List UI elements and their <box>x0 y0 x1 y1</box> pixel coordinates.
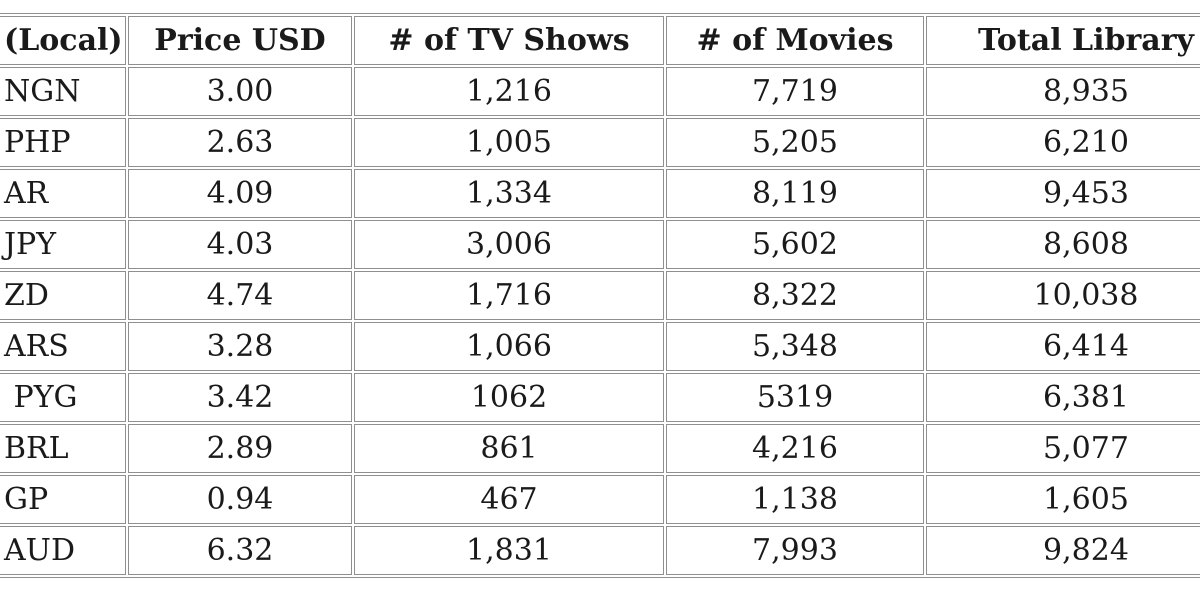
table-cell: 8,119 <box>666 169 924 218</box>
table-cell: 8,608 <box>926 220 1200 269</box>
table-cell: 1,716 <box>354 271 664 320</box>
table-cell: 10,038 <box>926 271 1200 320</box>
table-cell: 4.03 <box>128 220 352 269</box>
table-cell: 467 <box>354 475 664 524</box>
row-label-cell: BRL <box>0 424 126 473</box>
column-header: Total Library <box>926 16 1200 65</box>
table-cell: 1,605 <box>926 475 1200 524</box>
table-row: PHP 2.63 1,005 5,205 6,210 <box>0 118 1200 167</box>
row-label-cell: GP <box>0 475 126 524</box>
table-row: AUD 6.32 1,831 7,993 9,824 <box>0 526 1200 575</box>
table-cell: 5,077 <box>926 424 1200 473</box>
row-label-cell: ZD <box>0 271 126 320</box>
table-row: JPY 4.03 3,006 5,602 8,608 <box>0 220 1200 269</box>
table-row: PYG 3.42 1062 5319 6,381 <box>0 373 1200 422</box>
table-cell: 6,381 <box>926 373 1200 422</box>
table-cell: 6,210 <box>926 118 1200 167</box>
table-cell: 1,005 <box>354 118 664 167</box>
table-cell: 6.32 <box>128 526 352 575</box>
table-cell: 0.94 <box>128 475 352 524</box>
table-cell: 9,824 <box>926 526 1200 575</box>
table-row: ARS 3.28 1,066 5,348 6,414 <box>0 322 1200 371</box>
table-cell: 5319 <box>666 373 924 422</box>
row-label-cell: AR <box>0 169 126 218</box>
table-cell: 861 <box>354 424 664 473</box>
table-row: AR 4.09 1,334 8,119 9,453 <box>0 169 1200 218</box>
column-header: (Local) <box>0 16 126 65</box>
table-cell: 5,348 <box>666 322 924 371</box>
row-label-cell: NGN <box>0 67 126 116</box>
column-header: # of TV Shows <box>354 16 664 65</box>
table-cell: 2.89 <box>128 424 352 473</box>
table-cell: 4,216 <box>666 424 924 473</box>
table-cell: 1,138 <box>666 475 924 524</box>
table-cell: 2.63 <box>128 118 352 167</box>
table-cell: 1,831 <box>354 526 664 575</box>
row-label-cell: PYG <box>0 373 126 422</box>
table-cell: 5,602 <box>666 220 924 269</box>
table-cell: 9,453 <box>926 169 1200 218</box>
table-cell: 8,322 <box>666 271 924 320</box>
row-label-cell: AUD <box>0 526 126 575</box>
table-cell: 7,993 <box>666 526 924 575</box>
table-row: ZD 4.74 1,716 8,322 10,038 <box>0 271 1200 320</box>
table-row: NGN 3.00 1,216 7,719 8,935 <box>0 67 1200 116</box>
column-header: # of Movies <box>666 16 924 65</box>
row-label-cell: JPY <box>0 220 126 269</box>
pricing-library-table: (Local) Price USD # of TV Shows # of Movies… <box>0 13 1200 578</box>
table-cell: 8,935 <box>926 67 1200 116</box>
table-cell: 4.74 <box>128 271 352 320</box>
table-row: BRL 2.89 861 4,216 5,077 <box>0 424 1200 473</box>
table-cell: 1,334 <box>354 169 664 218</box>
table-cell: 1,216 <box>354 67 664 116</box>
table-cell: 6,414 <box>926 322 1200 371</box>
table-cell: 3,006 <box>354 220 664 269</box>
table-cell: 1062 <box>354 373 664 422</box>
table-cell: 3.00 <box>128 67 352 116</box>
table-body: NGN 3.00 1,216 7,719 8,935 PHP 2.63 1,005 5,205 6… <box>0 67 1200 575</box>
table-cell: 7,719 <box>666 67 924 116</box>
table-cell: 1,066 <box>354 322 664 371</box>
table-row: GP 0.94 467 1,138 1,605 <box>0 475 1200 524</box>
row-label-cell: ARS <box>0 322 126 371</box>
header-row: (Local) Price USD # of TV Shows # of Movies… <box>0 16 1200 65</box>
table-cell: 3.42 <box>128 373 352 422</box>
column-header: Price USD <box>128 16 352 65</box>
row-label-cell: PHP <box>0 118 126 167</box>
table-cell: 4.09 <box>128 169 352 218</box>
table-cell: 5,205 <box>666 118 924 167</box>
table-cell: 3.28 <box>128 322 352 371</box>
